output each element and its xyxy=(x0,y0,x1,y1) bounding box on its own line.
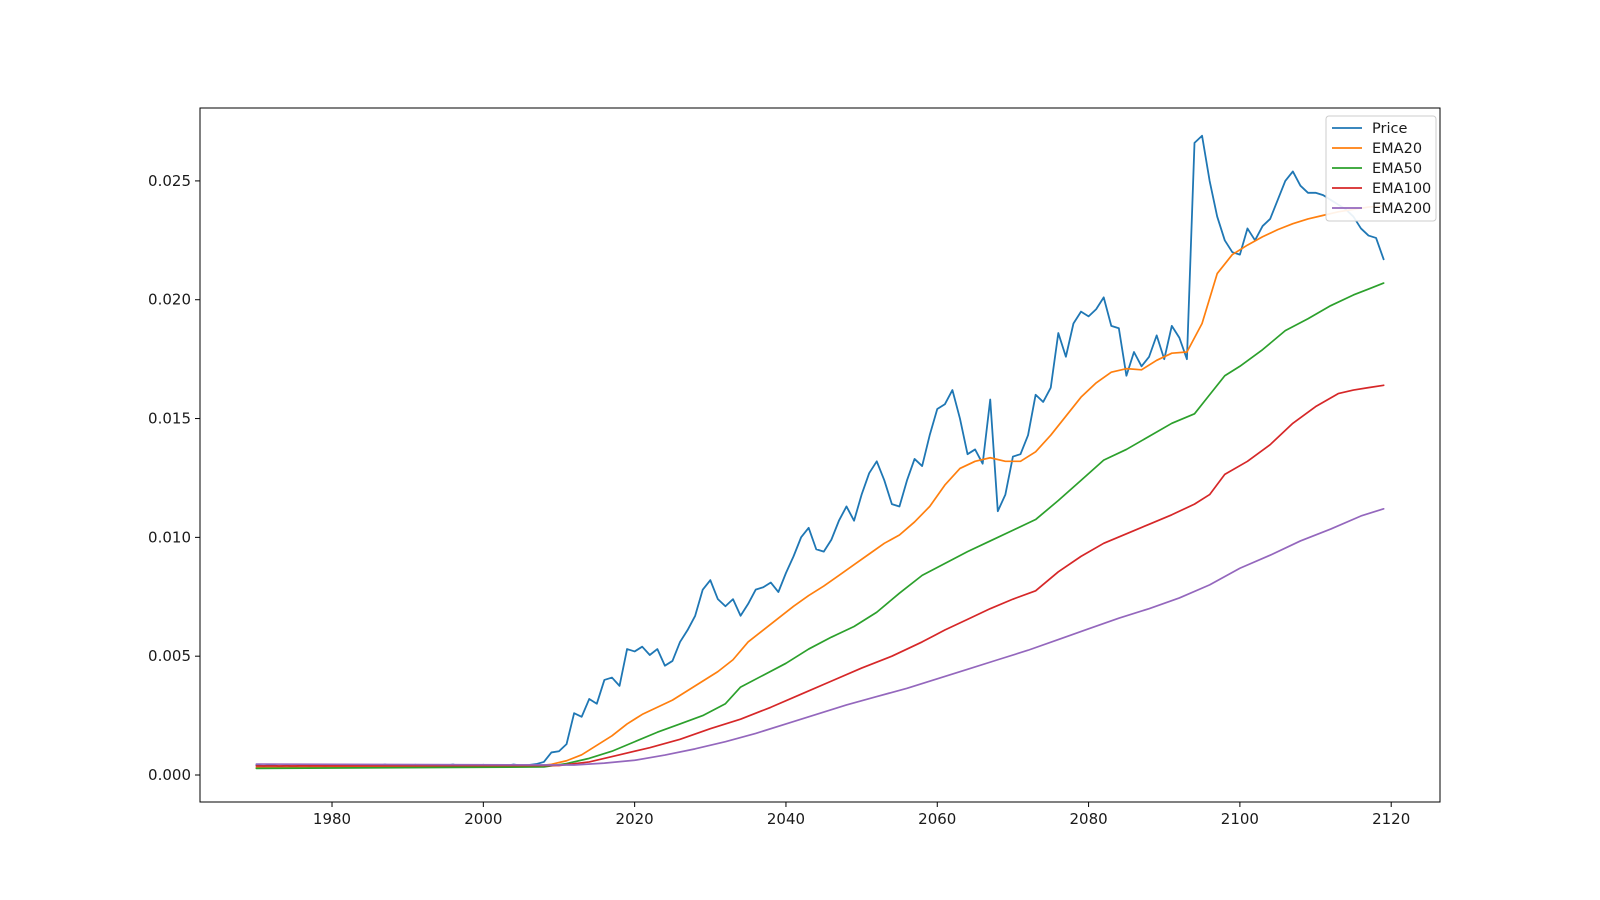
y-tick-label: 0.025 xyxy=(148,172,191,190)
ema50-line xyxy=(255,282,1385,770)
ema20-line xyxy=(255,205,1385,769)
x-tick-label: 2120 xyxy=(1372,810,1410,828)
axes-frame xyxy=(199,107,1441,803)
legend-label-price: Price xyxy=(1372,121,1407,137)
price-line xyxy=(255,134,1385,768)
x-tick-label: 2100 xyxy=(1221,810,1259,828)
ema200-line xyxy=(255,508,1385,766)
y-tick-label: 0.015 xyxy=(148,410,191,428)
legend-label-ema20: EMA20 xyxy=(1372,141,1422,157)
legend-label-ema100: EMA100 xyxy=(1372,181,1431,197)
x-tick-label: 2080 xyxy=(1069,810,1107,828)
x-tick-label: 2040 xyxy=(767,810,805,828)
legend-label-ema50: EMA50 xyxy=(1372,161,1422,177)
y-tick-label: 0.010 xyxy=(148,528,191,546)
y-tick-label: 0.000 xyxy=(148,766,191,784)
y-tick-label: 0.020 xyxy=(148,291,191,309)
x-tick-label: 1980 xyxy=(313,810,351,828)
y-tick-label: 0.005 xyxy=(148,647,191,665)
legend-box xyxy=(1325,115,1437,222)
x-tick-label: 2020 xyxy=(616,810,654,828)
x-tick-label: 2000 xyxy=(464,810,502,828)
ema100-line xyxy=(255,384,1385,767)
legend-label-ema200: EMA200 xyxy=(1372,201,1431,217)
x-tick-label: 2060 xyxy=(918,810,956,828)
